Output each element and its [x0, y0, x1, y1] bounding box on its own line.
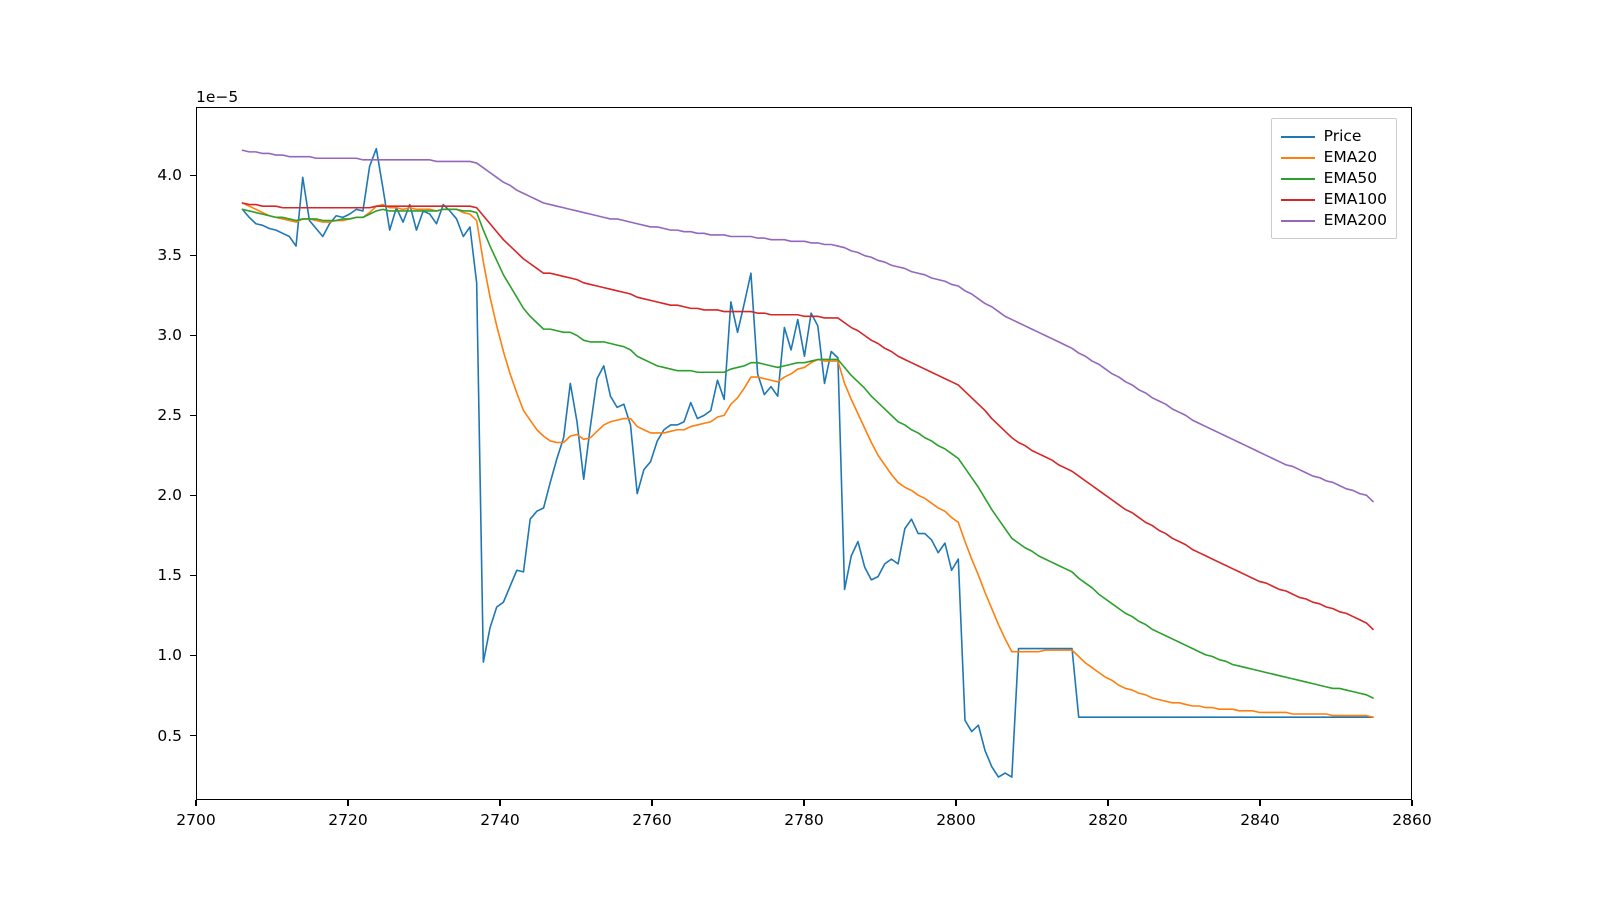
- y-tick-mark: [190, 334, 196, 336]
- x-tick-label: 2740: [480, 811, 520, 829]
- x-tick-mark: [1107, 800, 1109, 806]
- legend-label-ema20: EMA20: [1323, 147, 1378, 166]
- y-tick-mark: [190, 174, 196, 176]
- legend-label-ema50: EMA50: [1323, 168, 1378, 187]
- x-tick-label: 2760: [632, 811, 672, 829]
- series-line-ema50: [243, 209, 1374, 698]
- x-tick-mark: [195, 800, 197, 806]
- y-tick-label: 3.0: [157, 326, 182, 345]
- y-tick-label: 2.0: [157, 486, 182, 505]
- y-tick-label: 4.0: [157, 166, 182, 185]
- x-tick-label: 2720: [328, 811, 368, 829]
- x-tick-label: 2700: [176, 811, 216, 829]
- x-tick-mark: [651, 800, 653, 806]
- legend-swatch-price: [1280, 135, 1315, 138]
- y-tick-mark: [190, 414, 196, 416]
- legend-swatch-ema200: [1280, 219, 1315, 222]
- legend-label-price: Price: [1323, 126, 1362, 145]
- series-line-ema100: [243, 203, 1374, 629]
- legend-item[interactable]: EMA20: [1280, 147, 1387, 168]
- y-tick-mark: [190, 574, 196, 576]
- legend-label-ema200: EMA200: [1323, 210, 1387, 229]
- y-tick-label: 0.5: [157, 726, 182, 745]
- y-axis-offset-label: 1e−5: [196, 88, 239, 106]
- x-tick-label: 2840: [1240, 811, 1280, 829]
- x-tick-label: 2860: [1392, 811, 1432, 829]
- legend-item[interactable]: Price: [1280, 126, 1387, 147]
- x-tick-mark: [1411, 800, 1413, 806]
- plot-lines-svg: [197, 108, 1411, 799]
- y-tick-mark: [190, 654, 196, 657]
- legend-swatch-ema50: [1280, 177, 1315, 180]
- series-line-price: [243, 149, 1374, 777]
- y-tick-label: 2.5: [157, 406, 182, 425]
- chart-legend: Price EMA20 EMA50 EMA100 EMA200: [1270, 118, 1397, 239]
- y-tick-mark: [190, 254, 196, 256]
- y-tick-mark: [190, 494, 196, 496]
- x-tick-label: 2780: [784, 811, 824, 829]
- y-tick-label: 3.5: [157, 246, 182, 265]
- y-tick-mark: [190, 735, 196, 737]
- legend-swatch-ema100: [1280, 198, 1315, 201]
- legend-item[interactable]: EMA100: [1280, 189, 1387, 210]
- series-line-ema200: [243, 150, 1374, 501]
- x-tick-mark: [803, 800, 805, 806]
- y-tick-label: 1.5: [157, 566, 182, 585]
- x-tick-mark: [347, 800, 349, 806]
- x-tick-label: 2800: [936, 811, 976, 829]
- x-tick-mark: [499, 800, 501, 806]
- y-tick-label: 1.0: [157, 646, 182, 665]
- legend-item[interactable]: EMA200: [1280, 210, 1387, 231]
- x-tick-mark: [955, 800, 957, 806]
- x-tick-label: 2820: [1088, 811, 1128, 829]
- legend-swatch-ema20: [1280, 156, 1315, 159]
- legend-label-ema100: EMA100: [1323, 189, 1387, 208]
- plot-area: Price EMA20 EMA50 EMA100 EMA200: [196, 107, 1412, 800]
- legend-item[interactable]: EMA50: [1280, 168, 1387, 189]
- series-line-ema20: [243, 203, 1374, 717]
- x-tick-mark: [1259, 800, 1261, 806]
